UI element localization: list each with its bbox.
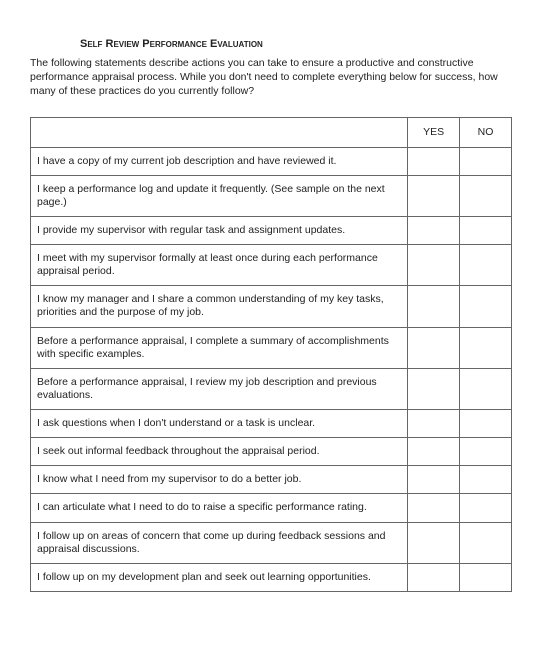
header-yes: YES xyxy=(408,117,460,147)
statement-cell: I seek out informal feedback throughout … xyxy=(31,438,408,466)
table-row: I meet with my supervisor formally at le… xyxy=(31,245,512,286)
no-cell[interactable] xyxy=(460,368,512,409)
statement-cell: I can articulate what I need to do to ra… xyxy=(31,494,408,522)
table-row: I have a copy of my current job descript… xyxy=(31,147,512,175)
yes-cell[interactable] xyxy=(408,368,460,409)
yes-cell[interactable] xyxy=(408,286,460,327)
statement-cell: I meet with my supervisor formally at le… xyxy=(31,245,408,286)
table-row: I know my manager and I share a common u… xyxy=(31,286,512,327)
no-cell[interactable] xyxy=(460,175,512,216)
yes-cell[interactable] xyxy=(408,175,460,216)
table-row: I follow up on areas of concern that com… xyxy=(31,522,512,563)
table-row: Before a performance appraisal, I comple… xyxy=(31,327,512,368)
header-no: NO xyxy=(460,117,512,147)
no-cell[interactable] xyxy=(460,327,512,368)
no-cell[interactable] xyxy=(460,410,512,438)
statement-cell: I know my manager and I share a common u… xyxy=(31,286,408,327)
table-row: I provide my supervisor with regular tas… xyxy=(31,216,512,244)
no-cell[interactable] xyxy=(460,216,512,244)
statement-cell: I ask questions when I don't understand … xyxy=(31,410,408,438)
table-row: I keep a performance log and update it f… xyxy=(31,175,512,216)
yes-cell[interactable] xyxy=(408,494,460,522)
table-row: I seek out informal feedback throughout … xyxy=(31,438,512,466)
yes-cell[interactable] xyxy=(408,327,460,368)
statement-cell: Before a performance appraisal, I review… xyxy=(31,368,408,409)
yes-cell[interactable] xyxy=(408,438,460,466)
yes-cell[interactable] xyxy=(408,410,460,438)
statement-cell: I keep a performance log and update it f… xyxy=(31,175,408,216)
table-row: I can articulate what I need to do to ra… xyxy=(31,494,512,522)
table-row: I follow up on my development plan and s… xyxy=(31,563,512,591)
statement-cell: I have a copy of my current job descript… xyxy=(31,147,408,175)
statement-cell: I know what I need from my supervisor to… xyxy=(31,466,408,494)
no-cell[interactable] xyxy=(460,245,512,286)
table-body: I have a copy of my current job descript… xyxy=(31,147,512,591)
yes-cell[interactable] xyxy=(408,147,460,175)
no-cell[interactable] xyxy=(460,147,512,175)
statement-cell: I provide my supervisor with regular tas… xyxy=(31,216,408,244)
table-row: Before a performance appraisal, I review… xyxy=(31,368,512,409)
yes-cell[interactable] xyxy=(408,466,460,494)
no-cell[interactable] xyxy=(460,466,512,494)
no-cell[interactable] xyxy=(460,286,512,327)
yes-cell[interactable] xyxy=(408,522,460,563)
header-statement xyxy=(31,117,408,147)
table-row: I know what I need from my supervisor to… xyxy=(31,466,512,494)
statement-cell: I follow up on my development plan and s… xyxy=(31,563,408,591)
yes-cell[interactable] xyxy=(408,216,460,244)
no-cell[interactable] xyxy=(460,438,512,466)
yes-cell[interactable] xyxy=(408,563,460,591)
table-header-row: YES NO xyxy=(31,117,512,147)
no-cell[interactable] xyxy=(460,522,512,563)
yes-cell[interactable] xyxy=(408,245,460,286)
statement-cell: Before a performance appraisal, I comple… xyxy=(31,327,408,368)
table-row: I ask questions when I don't understand … xyxy=(31,410,512,438)
intro-paragraph: The following statements describe action… xyxy=(30,56,512,99)
statement-cell: I follow up on areas of concern that com… xyxy=(31,522,408,563)
document-title: Self Review Performance Evaluation xyxy=(80,38,512,50)
evaluation-table: YES NO I have a copy of my current job d… xyxy=(30,117,512,592)
no-cell[interactable] xyxy=(460,494,512,522)
no-cell[interactable] xyxy=(460,563,512,591)
